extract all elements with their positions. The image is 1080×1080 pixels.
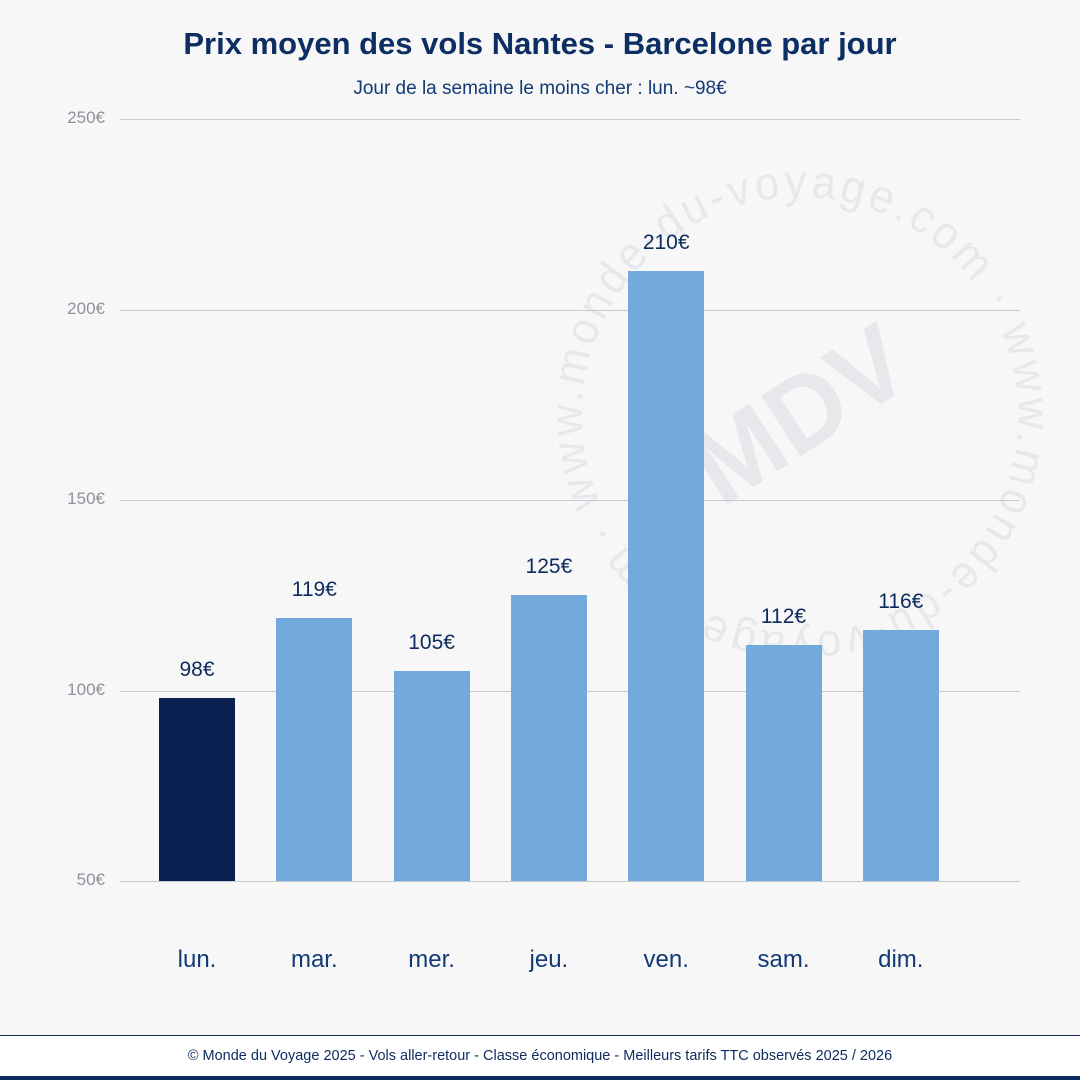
y-axis-tick-label: 50€ bbox=[76, 870, 105, 889]
gridline bbox=[120, 881, 1020, 882]
x-axis-label-lun: lun. bbox=[177, 946, 217, 973]
bar-value-label-mar: 119€ bbox=[291, 578, 337, 602]
bar-mer bbox=[393, 671, 470, 881]
footer-text: © Monde du Voyage 2025 - Vols aller-reto… bbox=[187, 1048, 893, 1064]
gridline bbox=[120, 309, 1020, 311]
bar-mar bbox=[276, 618, 353, 881]
y-axis-tick-label: 150€ bbox=[67, 489, 105, 508]
bar-dim bbox=[862, 629, 939, 881]
bar-value-label-lun: 98€ bbox=[179, 658, 215, 682]
y-axis-tick-label: 200€ bbox=[67, 298, 105, 318]
x-axis-label-ven: ven. bbox=[643, 946, 689, 973]
chart-title: Prix moyen des vols Nantes - Barcelone p… bbox=[183, 26, 897, 61]
footer-bar: © Monde du Voyage 2025 - Vols aller-reto… bbox=[0, 1035, 1080, 1080]
bar-sam bbox=[745, 644, 822, 881]
gridline bbox=[120, 119, 1020, 120]
chart-subtitle: Jour de la semaine le moins cher : lun. … bbox=[353, 78, 727, 99]
gridline bbox=[120, 500, 1020, 501]
bar-value-label-mer: 105€ bbox=[408, 631, 455, 655]
x-axis-label-jeu: jeu. bbox=[529, 946, 569, 973]
y-axis-tick-label: 100€ bbox=[67, 679, 105, 699]
y-axis-tick-label: 250€ bbox=[67, 108, 105, 127]
bar-lun bbox=[159, 698, 235, 881]
bar-ven bbox=[628, 271, 705, 881]
bar-value-label-ven: 210€ bbox=[642, 231, 690, 255]
bar-value-label-dim: 116€ bbox=[878, 589, 924, 613]
x-axis-label-dim: dim. bbox=[878, 946, 924, 973]
bar-value-label-sam: 112€ bbox=[760, 604, 807, 628]
x-axis-label-mar: mar. bbox=[290, 946, 338, 973]
bar-value-label-jeu: 125€ bbox=[525, 555, 573, 579]
x-axis-label-sam: sam. bbox=[757, 946, 810, 973]
bar-jeu bbox=[510, 595, 587, 881]
x-axis-label-mer: mer. bbox=[408, 946, 455, 973]
